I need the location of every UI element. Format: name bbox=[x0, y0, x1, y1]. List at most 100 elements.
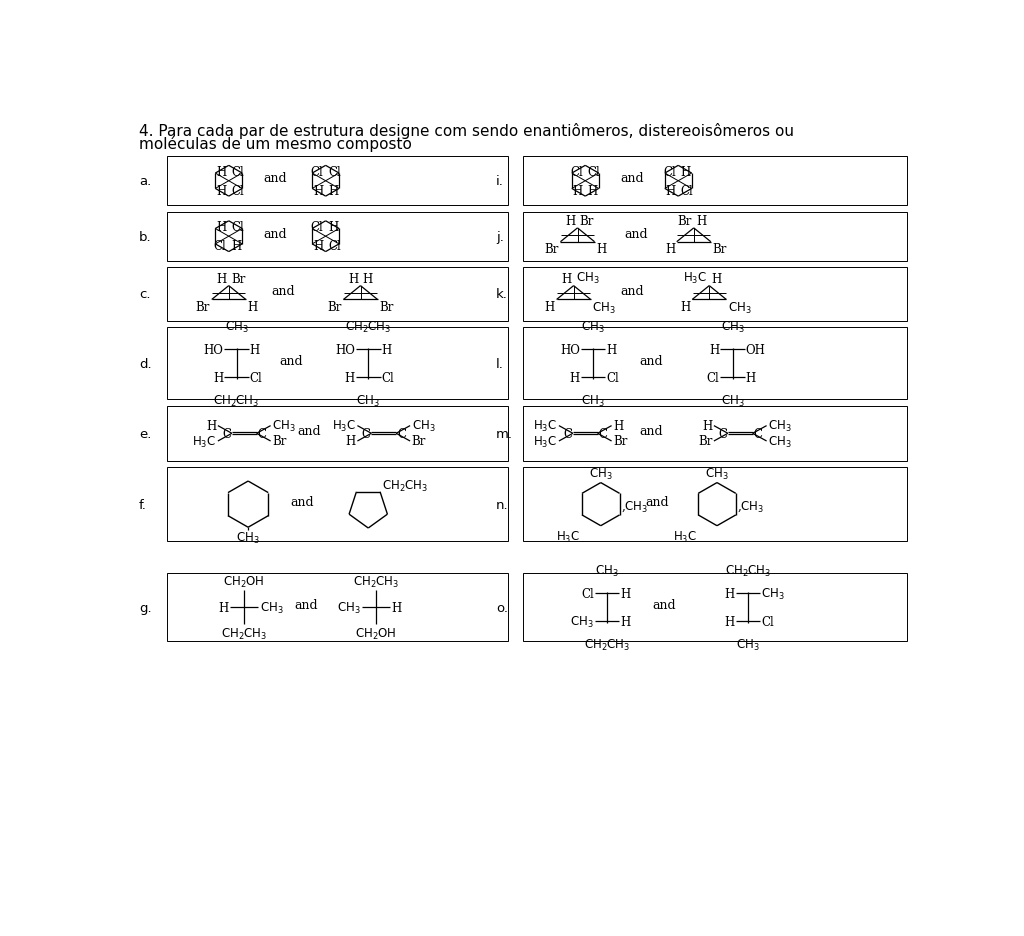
Bar bbox=[523, 328, 907, 400]
Text: Cl: Cl bbox=[250, 372, 262, 384]
Text: i.: i. bbox=[496, 175, 504, 188]
Text: k.: k. bbox=[496, 288, 508, 301]
Bar bbox=[523, 406, 907, 461]
Text: c.: c. bbox=[139, 288, 151, 301]
Text: C: C bbox=[563, 428, 572, 440]
Text: H: H bbox=[216, 184, 226, 197]
Text: C: C bbox=[754, 428, 763, 440]
Text: m.: m. bbox=[496, 428, 513, 440]
Text: C: C bbox=[257, 428, 266, 440]
Text: C: C bbox=[397, 428, 406, 440]
Text: H: H bbox=[313, 184, 324, 197]
Text: H: H bbox=[565, 215, 575, 227]
Bar bbox=[167, 328, 508, 400]
Text: $\mathrm{CH_3}$: $\mathrm{CH_3}$ bbox=[721, 393, 744, 408]
Text: H: H bbox=[250, 344, 260, 357]
Text: $\mathrm{CH_3}$: $\mathrm{CH_3}$ bbox=[589, 466, 612, 481]
Text: H: H bbox=[231, 241, 242, 253]
Text: Cl: Cl bbox=[231, 166, 244, 179]
Text: $\mathrm{H_3C}$: $\mathrm{H_3C}$ bbox=[193, 434, 216, 449]
Text: H: H bbox=[206, 419, 216, 432]
Text: Cl: Cl bbox=[581, 587, 594, 600]
Text: Br: Br bbox=[231, 272, 246, 285]
Text: and: and bbox=[263, 172, 288, 185]
Text: $\mathrm{CH_3}$: $\mathrm{CH_3}$ bbox=[728, 300, 752, 316]
Text: and: and bbox=[624, 227, 647, 241]
Text: $\mathrm{H_3C}$: $\mathrm{H_3C}$ bbox=[332, 418, 356, 433]
Text: $\mathrm{CH_3}$: $\mathrm{CH_3}$ bbox=[356, 393, 380, 408]
Text: H: H bbox=[545, 300, 555, 314]
Text: Cl: Cl bbox=[214, 241, 226, 253]
Text: $\mathrm{CH_2OH}$: $\mathrm{CH_2OH}$ bbox=[355, 626, 397, 641]
Text: H: H bbox=[606, 344, 616, 357]
Text: Br: Br bbox=[677, 215, 691, 227]
Text: H: H bbox=[588, 184, 598, 197]
Text: $\mathrm{CH_2CH_3}$: $\mathrm{CH_2CH_3}$ bbox=[584, 636, 630, 652]
Text: H: H bbox=[621, 615, 631, 628]
Text: HO: HO bbox=[560, 344, 580, 357]
Text: $\mathrm{CH_3}$: $\mathrm{CH_3}$ bbox=[761, 586, 784, 601]
Text: H: H bbox=[702, 419, 713, 432]
Text: Cl: Cl bbox=[570, 166, 583, 179]
Text: Cl: Cl bbox=[681, 184, 693, 197]
Bar bbox=[167, 268, 508, 322]
Text: Br: Br bbox=[613, 435, 628, 448]
Text: g.: g. bbox=[139, 601, 152, 614]
Text: Br: Br bbox=[580, 215, 594, 227]
Bar bbox=[523, 268, 907, 322]
Text: Br: Br bbox=[698, 435, 713, 448]
Bar bbox=[523, 468, 907, 542]
Text: and: and bbox=[621, 172, 644, 185]
Text: H: H bbox=[725, 587, 735, 600]
Text: and: and bbox=[291, 495, 314, 508]
Text: $\mathrm{CH_3}$: $\mathrm{CH_3}$ bbox=[260, 600, 284, 615]
Text: Br: Br bbox=[272, 435, 287, 448]
Bar bbox=[523, 574, 907, 641]
Text: l.: l. bbox=[496, 358, 504, 371]
Text: $\mathrm{CH_2CH_3}$: $\mathrm{CH_2CH_3}$ bbox=[221, 626, 267, 641]
Text: Cl: Cl bbox=[761, 615, 774, 628]
Text: $\mathrm{CH_2CH_3}$: $\mathrm{CH_2CH_3}$ bbox=[345, 319, 391, 334]
Text: $\mathrm{CH_3}$: $\mathrm{CH_3}$ bbox=[768, 418, 792, 433]
Text: $\mathrm{CH_2CH_3}$: $\mathrm{CH_2CH_3}$ bbox=[213, 393, 260, 408]
Text: H: H bbox=[345, 372, 355, 384]
Text: e.: e. bbox=[139, 428, 152, 440]
Bar bbox=[167, 574, 508, 641]
Text: H: H bbox=[216, 166, 226, 179]
Text: H: H bbox=[712, 272, 722, 285]
Text: H: H bbox=[216, 221, 226, 234]
Text: H: H bbox=[572, 184, 583, 197]
Text: d.: d. bbox=[139, 358, 152, 371]
Text: HO: HO bbox=[204, 344, 223, 357]
Text: H: H bbox=[666, 184, 676, 197]
Text: C: C bbox=[598, 428, 607, 440]
Text: C: C bbox=[361, 428, 371, 440]
Text: f.: f. bbox=[139, 498, 146, 511]
Text: ,$\mathrm{CH_3}$: ,$\mathrm{CH_3}$ bbox=[622, 500, 648, 514]
Bar bbox=[167, 212, 508, 261]
Text: b.: b. bbox=[139, 230, 152, 243]
Text: H: H bbox=[348, 272, 358, 285]
Text: Br: Br bbox=[379, 300, 393, 314]
Text: H: H bbox=[745, 372, 756, 384]
Bar bbox=[523, 212, 907, 261]
Text: $\mathrm{CH_3}$: $\mathrm{CH_3}$ bbox=[237, 531, 260, 546]
Text: Cl: Cl bbox=[381, 372, 394, 384]
Text: $\mathrm{H_3C}$: $\mathrm{H_3C}$ bbox=[673, 529, 696, 545]
Text: H: H bbox=[313, 241, 324, 253]
Text: Cl: Cl bbox=[588, 166, 600, 179]
Text: H: H bbox=[328, 221, 338, 234]
Text: Cl: Cl bbox=[707, 372, 719, 384]
Text: H: H bbox=[621, 587, 631, 600]
Text: Cl: Cl bbox=[231, 184, 244, 197]
Text: and: and bbox=[640, 424, 664, 437]
Text: Cl: Cl bbox=[231, 221, 244, 234]
Text: a.: a. bbox=[139, 175, 152, 188]
Text: C: C bbox=[718, 428, 727, 440]
Text: $\mathrm{CH_3}$: $\mathrm{CH_3}$ bbox=[224, 319, 249, 334]
Text: OH: OH bbox=[745, 344, 766, 357]
Text: Cl: Cl bbox=[328, 166, 341, 179]
Text: Br: Br bbox=[412, 435, 426, 448]
Text: H: H bbox=[696, 215, 707, 227]
Text: C: C bbox=[222, 428, 231, 440]
